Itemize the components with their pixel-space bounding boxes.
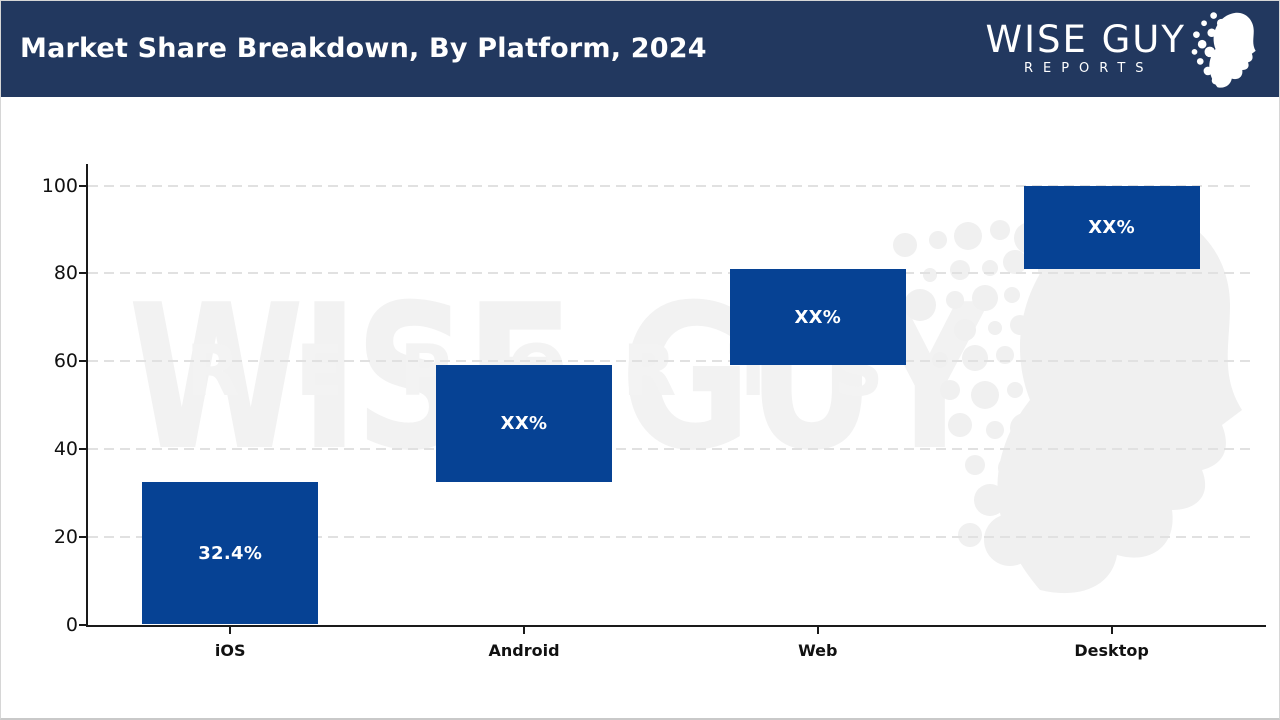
y-tick-mark	[79, 360, 88, 363]
y-tick-label: 80	[53, 262, 78, 285]
gridline	[88, 184, 1252, 187]
logo-text: WISE GUY REPORTS	[985, 17, 1186, 77]
bar-segment: XX%	[729, 268, 906, 366]
watermark-head-dots	[893, 210, 1242, 594]
header-bar: Market Share Breakdown, By Platform, 202…	[0, 0, 1280, 97]
gridline	[88, 447, 1252, 450]
y-axis-line	[86, 163, 88, 627]
logo-subtitle: REPORTS	[1023, 61, 1154, 77]
y-tick-mark	[79, 184, 88, 187]
x-category-label: iOS	[214, 640, 246, 660]
x-tick-mark	[229, 626, 232, 634]
gridline	[88, 272, 1252, 275]
bar-segment: 32.4%	[142, 482, 319, 625]
logo-wordmark: WISE GUY	[985, 17, 1186, 61]
x-tick-mark	[1110, 626, 1113, 634]
y-tick-mark	[79, 272, 88, 275]
y-tick-mark	[79, 447, 88, 450]
y-tick-label: 60	[53, 350, 78, 373]
y-tick-label: 40	[53, 437, 78, 460]
bar-value-label: XX%	[1088, 216, 1135, 238]
bar-segment: XX%	[436, 365, 612, 483]
chart-title: Market Share Breakdown, By Platform, 202…	[20, 33, 707, 64]
wise-guy-reports-logo: WISE GUY REPORTS	[986, 6, 1266, 92]
bar-segment: XX%	[1023, 185, 1200, 269]
y-tick-label: 100	[41, 174, 78, 197]
bar-value-label: XX%	[500, 413, 548, 435]
x-tick-mark	[523, 626, 525, 634]
y-tick-label: 20	[53, 525, 78, 548]
x-category-label: Android	[488, 640, 560, 660]
x-axis-line	[86, 624, 1266, 627]
gridline	[88, 360, 1252, 363]
x-category-label: Web	[798, 640, 838, 660]
bar-value-label: 32.4%	[198, 542, 263, 564]
logo-head-icon	[1191, 11, 1256, 88]
x-tick-mark	[816, 626, 819, 634]
y-tick-mark	[79, 623, 88, 626]
x-category-label: Desktop	[1074, 640, 1149, 660]
y-tick-label: 0	[65, 613, 78, 636]
gridline	[88, 535, 1252, 538]
bar-value-label: XX%	[794, 306, 842, 328]
y-tick-mark	[79, 535, 88, 538]
